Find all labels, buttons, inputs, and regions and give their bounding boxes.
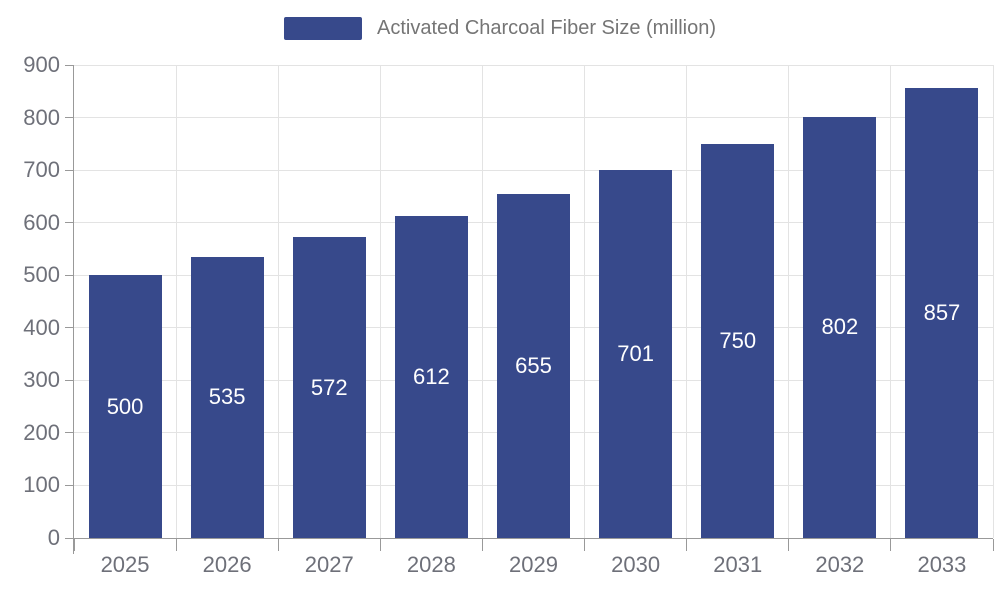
bar[interactable]: 572 — [292, 237, 366, 538]
x-axis-tick — [175, 539, 177, 551]
y-axis-label: 700 — [23, 157, 60, 183]
x-axis-label: 2029 — [509, 552, 558, 577]
x-axis-label: 2030 — [611, 552, 661, 577]
bar-value-label: 655 — [515, 352, 552, 378]
y-axis-tick — [65, 64, 73, 66]
bar-value-label: 701 — [617, 340, 654, 366]
bar[interactable]: 535 — [190, 256, 264, 538]
y-axis-tick — [65, 117, 73, 119]
x-gridline — [686, 65, 688, 538]
bar-value-label: 857 — [923, 299, 961, 325]
y-axis-tick — [65, 432, 73, 434]
y-axis-tick — [65, 379, 73, 381]
bar[interactable]: 857 — [905, 87, 979, 538]
bar[interactable]: 500 — [88, 275, 162, 538]
y-gridline — [74, 64, 993, 66]
x-gridline — [379, 65, 381, 538]
x-gridline — [992, 65, 994, 538]
x-axis-label: 2027 — [304, 552, 354, 577]
y-axis-label: 200 — [23, 419, 60, 445]
x-gridline — [481, 65, 483, 538]
y-axis-tick — [65, 274, 73, 276]
y-axis-label: 100 — [23, 472, 60, 498]
x-axis-tick — [788, 539, 790, 551]
y-gridline — [74, 117, 993, 119]
y-axis-label: 900 — [23, 52, 60, 77]
legend-swatch-icon — [283, 17, 362, 40]
x-axis-tick — [890, 539, 892, 551]
bar[interactable]: 612 — [394, 216, 468, 538]
x-axis-tick — [992, 539, 994, 551]
y-axis-label: 500 — [23, 262, 60, 288]
y-gridline — [74, 169, 993, 171]
plot-area: 0 100 200 300 400 500 600 700 800 900 500 2025 535 20… — [23, 52, 994, 577]
y-axis-line — [73, 65, 74, 554]
x-axis-label: 2026 — [202, 552, 252, 577]
y-axis-label: 300 — [23, 367, 60, 393]
x-gridline — [788, 65, 790, 538]
y-axis-tick — [65, 484, 73, 486]
x-axis-label: 2031 — [713, 552, 763, 577]
x-axis-tick — [277, 539, 279, 551]
y-axis-tick — [65, 222, 73, 224]
bar-value-label: 750 — [719, 327, 757, 353]
x-axis-tick — [481, 539, 483, 551]
y-axis-tick — [65, 327, 73, 329]
bar[interactable]: 802 — [803, 116, 877, 538]
y-axis-label: 0 — [47, 525, 60, 550]
x-axis-tick — [686, 539, 688, 551]
bar-value-label: 572 — [310, 374, 348, 400]
bar[interactable]: 701 — [599, 169, 673, 538]
x-gridline — [584, 65, 586, 538]
x-axis-label: 2028 — [406, 552, 456, 577]
legend-item[interactable]: Activated Charcoal Fiber Size (million) — [283, 17, 717, 40]
x-axis-line — [65, 538, 993, 539]
x-axis-tick — [73, 539, 75, 551]
bar-value-label: 612 — [413, 364, 450, 390]
x-axis-label: 2033 — [917, 552, 967, 577]
y-axis-label: 400 — [23, 314, 60, 340]
y-axis-label: 600 — [23, 209, 60, 235]
x-axis-tick — [379, 539, 381, 551]
y-axis-label: 800 — [23, 104, 60, 130]
x-axis-tick — [584, 539, 586, 551]
y-axis-tick — [65, 537, 73, 539]
bar[interactable]: 750 — [701, 143, 775, 538]
x-gridline — [890, 65, 892, 538]
legend-label: Activated Charcoal Fiber Size (million) — [376, 17, 717, 39]
bar-value-label: 535 — [208, 384, 246, 410]
x-gridline — [175, 65, 177, 538]
bar-value-label: 500 — [106, 393, 144, 419]
x-gridline — [277, 65, 279, 538]
bar[interactable]: 655 — [497, 193, 570, 538]
y-axis-tick — [65, 169, 73, 171]
x-axis-label: 2025 — [100, 552, 150, 577]
x-axis-label: 2032 — [815, 552, 865, 577]
bar-value-label: 802 — [821, 314, 859, 340]
